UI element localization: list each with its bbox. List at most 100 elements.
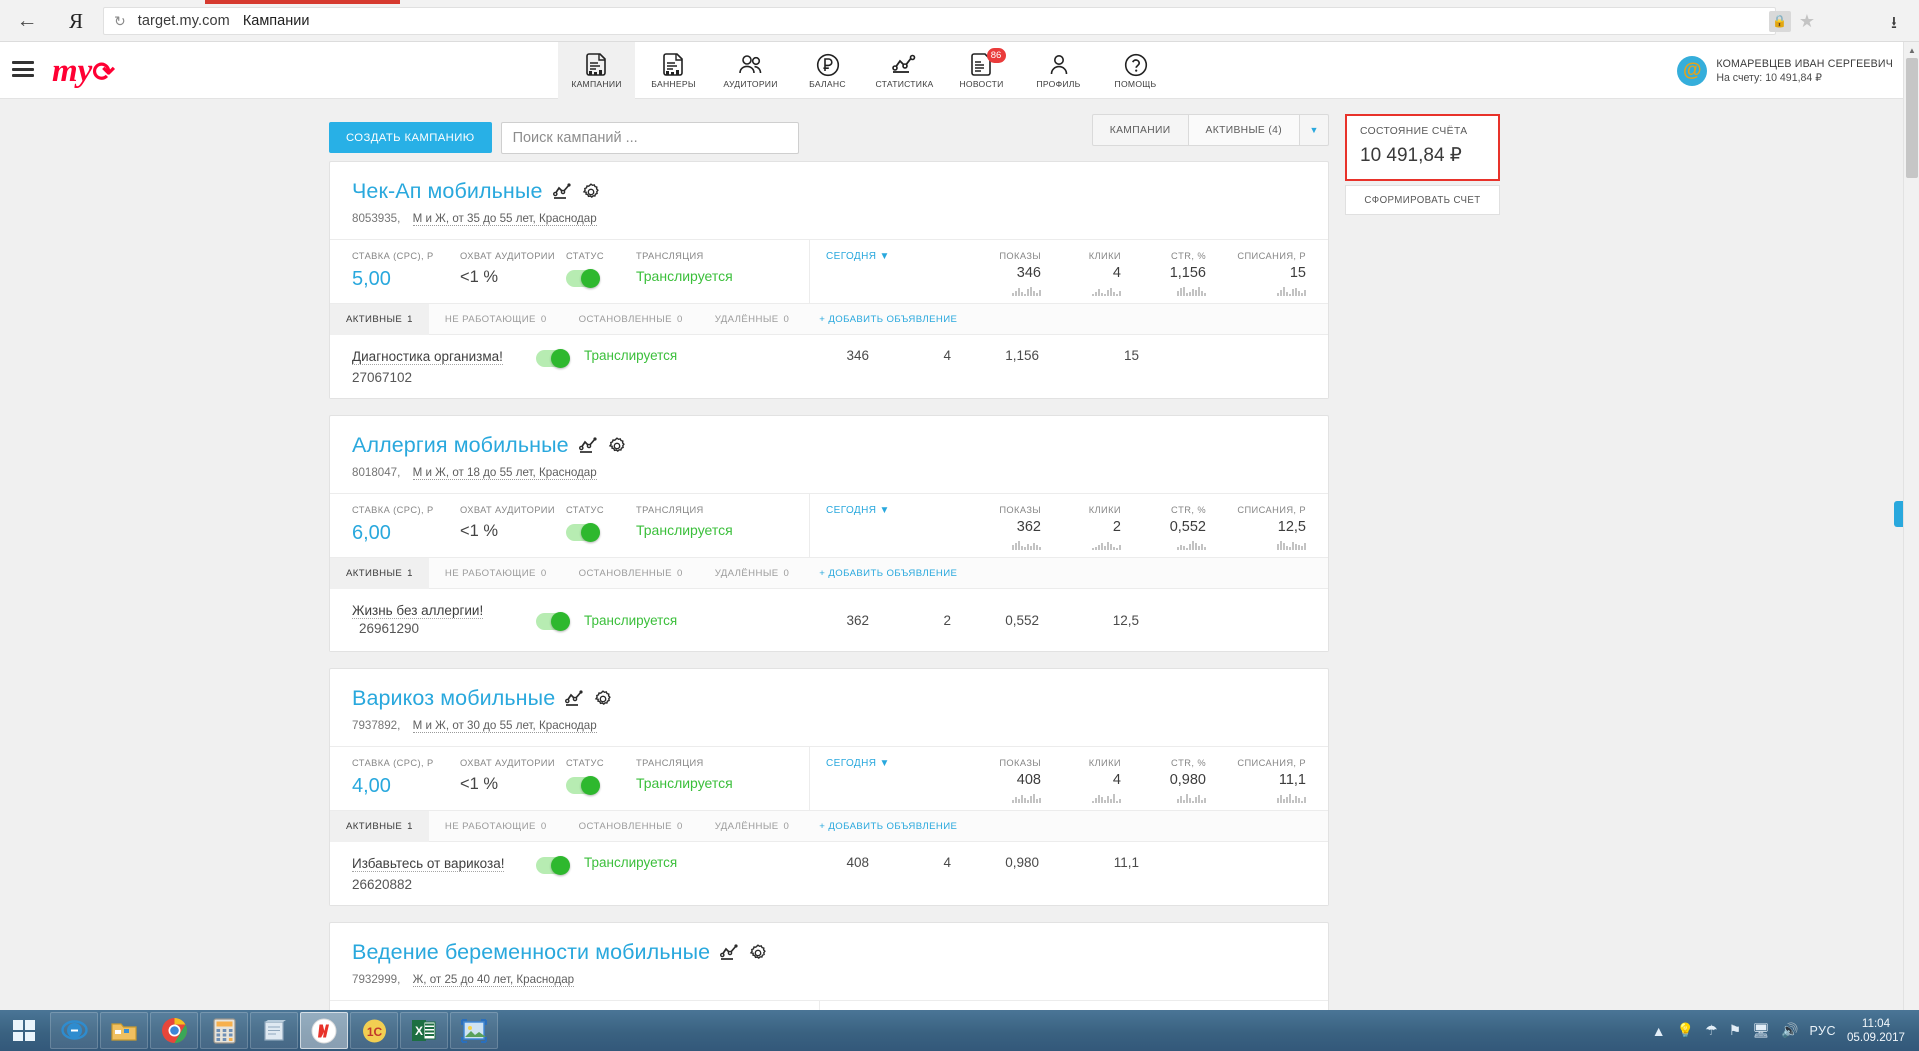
address-bar-url: target.my.com — [137, 13, 230, 29]
period-selector[interactable]: СЕГОДНЯ ▼ — [826, 505, 890, 516]
gear-icon[interactable] — [749, 943, 767, 962]
banner-tab-stopped[interactable]: ОСТАНОВЛЕННЫЕ 0 — [578, 567, 683, 579]
windows-start-icon[interactable] — [0, 1010, 48, 1051]
hamburger-menu-icon[interactable] — [10, 58, 36, 80]
add-banner-button[interactable]: + ДОБАВИТЬ ОБЪЯВЛЕНИЕ — [819, 567, 958, 579]
campaign-status-toggle[interactable] — [566, 269, 600, 288]
add-banner-button[interactable]: + ДОБАВИТЬ ОБЪЯВЛЕНИЕ — [819, 313, 958, 325]
internet-explorer-icon[interactable] — [50, 1012, 98, 1049]
campaign-title[interactable]: Аллергия мобильные — [352, 433, 569, 457]
nav-item-balance[interactable]: БАЛАНС — [789, 42, 866, 99]
campaign-targeting[interactable]: Ж, от 25 до 40 лет, Краснодар — [412, 973, 575, 987]
banner-tab-active[interactable]: АКТИВНЫЕ 1 — [330, 557, 429, 589]
gear-icon[interactable] — [608, 436, 626, 455]
campaign-targeting[interactable]: М и Ж, от 30 до 55 лет, Краснодар — [412, 719, 597, 733]
campaign-title[interactable]: Чек-Ап мобильные — [352, 179, 543, 203]
campaign-targeting[interactable]: М и Ж, от 18 до 55 лет, Краснодар — [412, 466, 597, 480]
banner-status-toggle[interactable] — [536, 856, 570, 875]
banner-tab-active[interactable]: АКТИВНЫЕ 1 — [330, 303, 429, 335]
banner-tab-deleted[interactable]: УДАЛЁННЫЕ 0 — [714, 567, 790, 579]
volume-icon[interactable]: 🔊 — [1781, 1022, 1799, 1038]
reload-icon[interactable]: ↻ — [114, 12, 126, 29]
banner-tab-not-working[interactable]: НЕ РАБОТАЮЩИЕ 0 — [444, 567, 547, 579]
lightbulb-icon[interactable]: 💡 — [1676, 1022, 1695, 1038]
create-invoice-button[interactable]: СФОРМИРОВАТЬ СЧЕТ — [1345, 185, 1500, 215]
campaign-status-toggle[interactable] — [566, 523, 600, 542]
banner-name[interactable]: Избавьтесь от варикоза! — [352, 856, 505, 872]
back-button[interactable]: ← — [16, 9, 38, 32]
value-bid[interactable]: 5,00 — [352, 268, 391, 290]
google-chrome-icon[interactable] — [150, 1012, 198, 1049]
banner-name[interactable]: Жизнь без аллергии! — [352, 603, 484, 619]
campaign-title[interactable]: Варикоз мобильные — [352, 686, 556, 710]
banner-status-toggle[interactable] — [536, 611, 570, 631]
language-indicator[interactable]: РУС — [1809, 1023, 1836, 1038]
banner-id: 27067102 — [352, 370, 413, 385]
banner-tab-stopped[interactable]: ОСТАНОВЛЕННЫЕ 0 — [578, 313, 683, 325]
value-bid[interactable]: 4,00 — [352, 775, 391, 797]
line-chart-icon[interactable] — [720, 944, 739, 961]
scrollbar-thumb[interactable] — [1906, 58, 1918, 178]
yandex-browser-icon[interactable] — [300, 1012, 348, 1049]
address-bar[interactable]: ↻ target.my.com Кампании — [103, 7, 1776, 35]
campaign-title[interactable]: Ведение беременности мобильные — [352, 940, 711, 964]
notepad-icon[interactable] — [250, 1012, 298, 1049]
calculator-icon[interactable] — [200, 1012, 248, 1049]
clock[interactable]: 11:04 05.09.2017 — [1847, 1017, 1905, 1045]
nav-item-profile[interactable]: ПРОФИЛЬ — [1020, 42, 1097, 99]
1c-enterprise-icon[interactable]: 1C — [350, 1012, 398, 1049]
period-selector[interactable]: СЕГОДНЯ ▼ — [826, 758, 890, 769]
flag-icon[interactable]: ⚑ — [1728, 1022, 1742, 1038]
banner-spend: 15 — [1123, 348, 1139, 363]
omnibox-actions: 🔒 ★ — [1768, 7, 1815, 35]
banner-tab-stopped[interactable]: ОСТАНОВЛЕННЫЕ 0 — [578, 820, 683, 832]
create-campaign-button[interactable]: СОЗДАТЬ КАМПАНИЮ — [329, 122, 492, 153]
nav-item-help[interactable]: ПОМОЩЬ — [1097, 42, 1174, 99]
filter-tab-campaigns[interactable]: КАМПАНИИ — [1093, 115, 1189, 145]
file-explorer-icon[interactable] — [100, 1012, 148, 1049]
line-chart-icon[interactable] — [565, 690, 584, 707]
chevron-down-icon[interactable]: ▼ — [1309, 125, 1319, 135]
banner-clicks: 2 — [943, 612, 951, 628]
nav-item-statistics[interactable]: СТАТИСТИКА — [866, 42, 943, 99]
user-menu[interactable]: @ КОМАРЕВЦЕВ ИВАН СЕРГЕЕВИЧ На счету: 10… — [1677, 54, 1893, 88]
nav-item-banners[interactable]: БАННЕРЫ — [635, 42, 712, 99]
lock-icon[interactable]: 🔒 — [1768, 10, 1791, 32]
nav-item-audiences[interactable]: АУДИТОРИИ — [712, 42, 789, 99]
value-impressions: 362 — [1016, 519, 1041, 535]
add-banner-button[interactable]: + ДОБАВИТЬ ОБЪЯВЛЕНИЕ — [819, 820, 958, 832]
banner-tab-not-working[interactable]: НЕ РАБОТАЮЩИЕ 0 — [444, 820, 547, 832]
banner-status-toggle[interactable] — [536, 349, 570, 368]
line-chart-icon[interactable] — [578, 437, 598, 454]
nav-item-campaigns[interactable]: КАМПАНИИ — [558, 42, 635, 99]
period-selector[interactable]: СЕГОДНЯ ▼ — [826, 251, 890, 262]
line-chart-icon[interactable] — [552, 183, 572, 200]
gear-icon[interactable] — [582, 182, 600, 201]
campaign-status-toggle[interactable] — [566, 776, 600, 795]
chevron-up-icon[interactable]: ▲ — [1651, 1022, 1666, 1039]
scroll-up-arrow[interactable]: ▲ — [1908, 45, 1916, 55]
filter-tab-active[interactable]: АКТИВНЫЕ (4) — [1188, 115, 1300, 145]
security-shield-icon[interactable]: ☂ — [1705, 1022, 1718, 1038]
yandex-logo-icon[interactable]: Я — [68, 9, 83, 33]
campaign-id: 7937892, — [352, 719, 401, 732]
banner-tab-not-working[interactable]: НЕ РАБОТАЮЩИЕ 0 — [444, 313, 547, 325]
banner-tab-deleted[interactable]: УДАЛЁННЫЕ 0 — [714, 313, 790, 325]
search-input[interactable] — [500, 121, 799, 154]
value-spend: 15 — [1289, 265, 1306, 281]
banner-tab-active[interactable]: АКТИВНЫЕ 1 — [330, 810, 429, 842]
network-icon[interactable]: 🖥 — [1752, 1022, 1770, 1038]
campaign-targeting[interactable]: М и Ж, от 35 до 55 лет, Краснодар — [412, 212, 597, 226]
mytarget-logo[interactable]: my⟳ — [52, 50, 134, 92]
star-icon[interactable]: ★ — [1798, 10, 1815, 31]
campaign-stats-row: СТАВКА (CPC), Р 4,00 ОХВАТ АУДИТОРИИ <1 … — [330, 746, 1328, 810]
download-icon[interactable]: ⭳ — [1891, 13, 1897, 32]
photo-viewer-icon[interactable] — [450, 1012, 498, 1049]
page-scrollbar[interactable]: ▲ — [1903, 42, 1919, 1010]
banner-name[interactable]: Диагностика организма! — [352, 349, 503, 365]
banner-tab-deleted[interactable]: УДАЛЁННЫЕ 0 — [714, 820, 790, 832]
excel-icon[interactable]: X — [400, 1012, 448, 1049]
gear-icon[interactable] — [594, 689, 612, 708]
nav-item-news[interactable]: 86 НОВОСТИ — [943, 42, 1020, 99]
value-bid[interactable]: 6,00 — [352, 522, 391, 544]
